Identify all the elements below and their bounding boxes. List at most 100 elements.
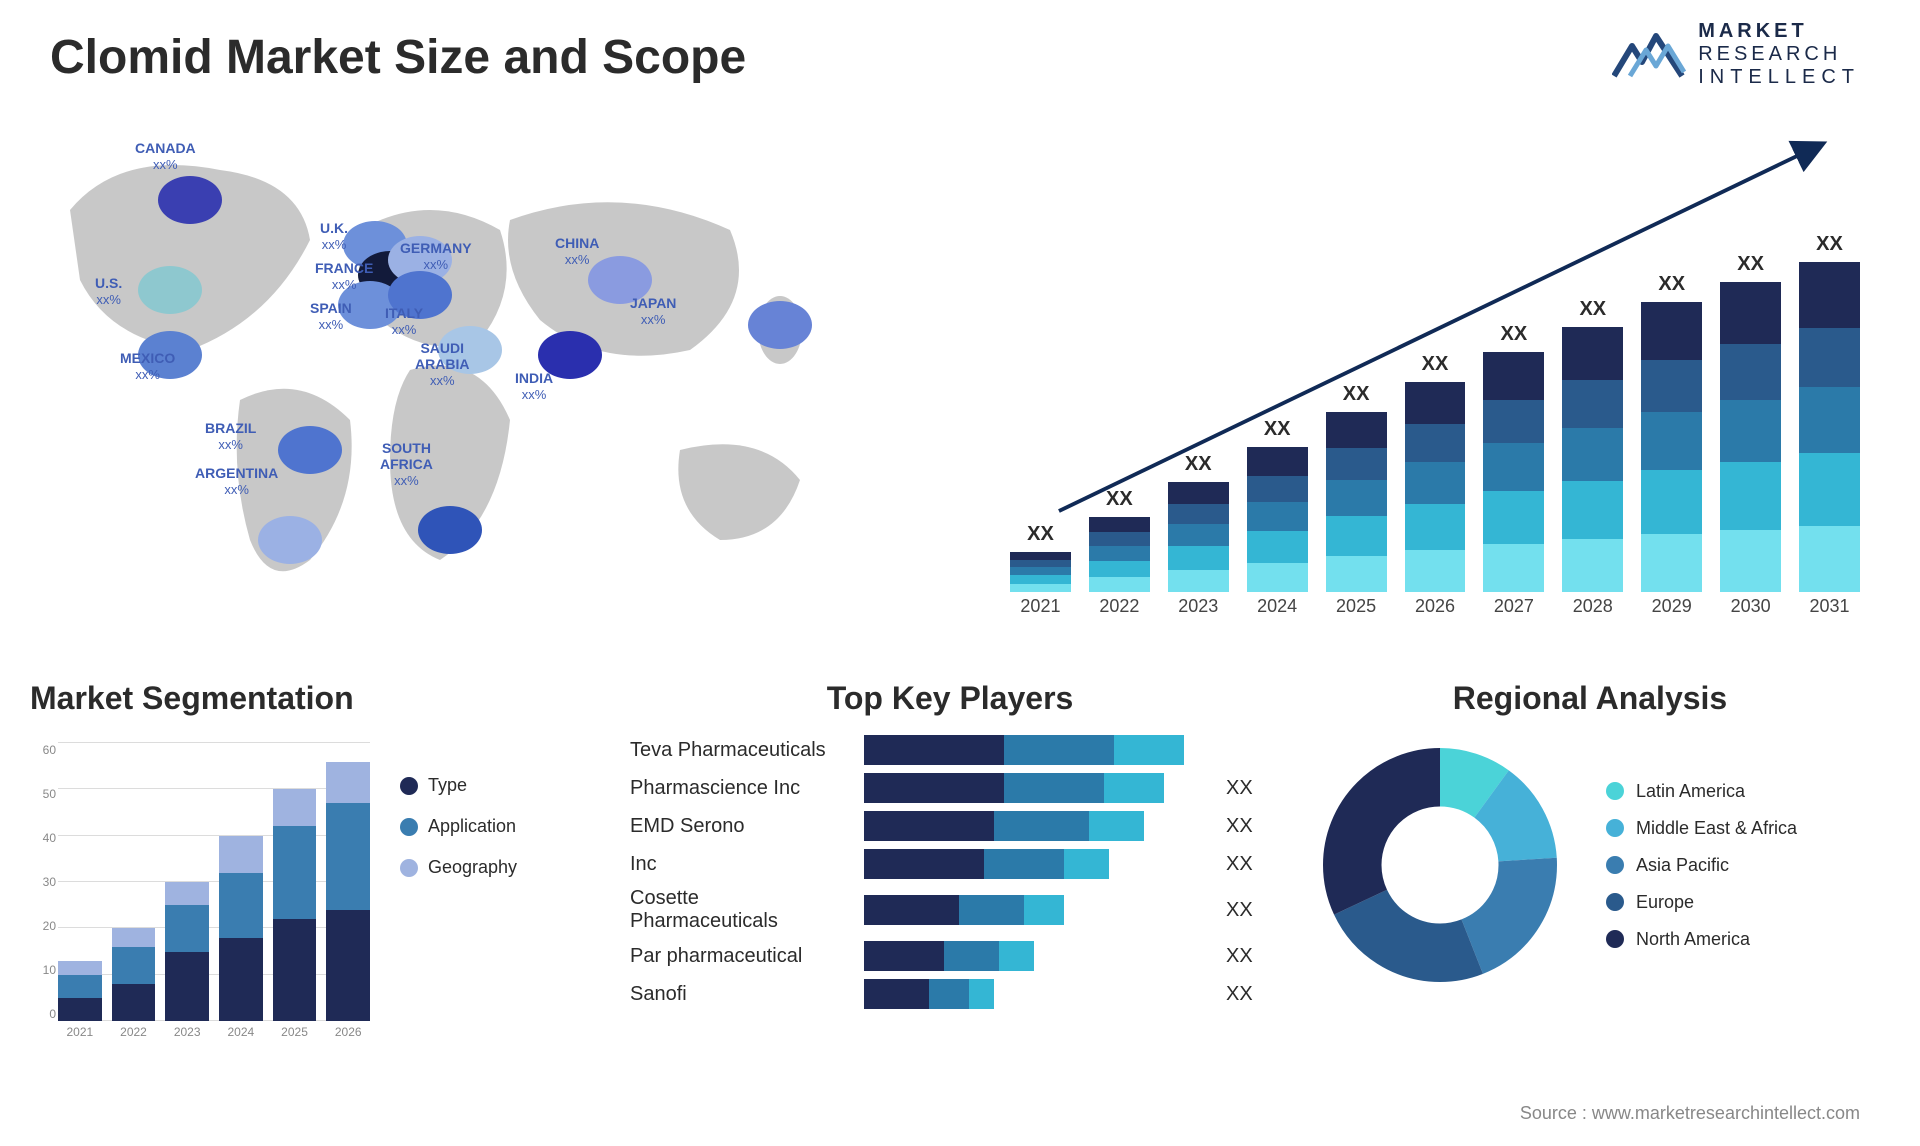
player-bar bbox=[864, 773, 1164, 803]
legend-swatch bbox=[1606, 819, 1624, 837]
growth-bar: XX bbox=[1405, 353, 1466, 592]
legend-label: Europe bbox=[1636, 892, 1694, 913]
map-region bbox=[418, 506, 482, 554]
segmentation-bar bbox=[165, 882, 209, 1021]
growth-xaxis-label: 2022 bbox=[1089, 596, 1150, 620]
regional-legend-item: Latin America bbox=[1606, 781, 1797, 802]
growth-bar-value: XX bbox=[1027, 523, 1054, 546]
player-bar bbox=[864, 979, 994, 1009]
growth-bar-value: XX bbox=[1737, 253, 1764, 276]
player-bar bbox=[864, 811, 1144, 841]
segmentation-bar bbox=[219, 836, 263, 1021]
segmentation-xaxis-label: 2023 bbox=[165, 1025, 209, 1045]
growth-bar-value: XX bbox=[1264, 418, 1291, 441]
growth-bar: XX bbox=[1326, 383, 1387, 592]
legend-swatch bbox=[1606, 782, 1624, 800]
segmentation-bar bbox=[58, 961, 102, 1021]
growth-bar: XX bbox=[1720, 253, 1781, 592]
page-title: Clomid Market Size and Scope bbox=[50, 30, 746, 85]
map-region bbox=[138, 266, 202, 314]
growth-bar: XX bbox=[1483, 323, 1544, 592]
legend-label: Middle East & Africa bbox=[1636, 818, 1797, 839]
map-region-label: SOUTHAFRICAxx% bbox=[380, 440, 433, 489]
legend-label: Geography bbox=[428, 857, 517, 878]
segmentation-bar bbox=[326, 762, 370, 1021]
regional-legend-item: Europe bbox=[1606, 892, 1797, 913]
growth-bar: XX bbox=[1247, 418, 1308, 592]
growth-bar-value: XX bbox=[1501, 323, 1528, 346]
growth-bar: XX bbox=[1089, 488, 1150, 592]
growth-xaxis-label: 2031 bbox=[1799, 596, 1860, 620]
player-name: Par pharmaceutical bbox=[630, 945, 850, 968]
regional-legend-item: North America bbox=[1606, 929, 1797, 950]
map-region-label: ITALYxx% bbox=[385, 305, 423, 338]
player-row: EMD Serono XX bbox=[630, 811, 1270, 841]
growth-xaxis-label: 2029 bbox=[1641, 596, 1702, 620]
world-map: CANADAxx% U.S.xx% MEXICOxx% BRAZILxx% ARGENT… bbox=[40, 120, 940, 640]
growth-xaxis-label: 2028 bbox=[1562, 596, 1623, 620]
regional-legend-item: Asia Pacific bbox=[1606, 855, 1797, 876]
regional-donut-chart bbox=[1310, 735, 1570, 995]
growth-bar: XX bbox=[1168, 453, 1229, 592]
logo-icon bbox=[1612, 26, 1686, 84]
growth-xaxis-label: 2027 bbox=[1483, 596, 1544, 620]
growth-bar-value: XX bbox=[1185, 453, 1212, 476]
growth-bar: XX bbox=[1641, 273, 1702, 592]
growth-bar-value: XX bbox=[1106, 488, 1133, 511]
logo-text-2: RESEARCH bbox=[1698, 43, 1860, 66]
regional-legend: Latin America Middle East & Africa Asia Pa… bbox=[1606, 781, 1797, 950]
brand-logo: MARKET RESEARCH INTELLECT bbox=[1612, 20, 1860, 89]
map-region-label: MEXICOxx% bbox=[120, 350, 175, 383]
legend-swatch bbox=[400, 859, 418, 877]
players-section: Top Key Players Teva Pharmaceuticals Phar… bbox=[630, 680, 1270, 1009]
segmentation-xaxis-label: 2024 bbox=[219, 1025, 263, 1045]
growth-xaxis-label: 2023 bbox=[1168, 596, 1229, 620]
map-region-label: INDIAxx% bbox=[515, 370, 553, 403]
player-name: Pharmascience Inc bbox=[630, 777, 850, 800]
segmentation-legend-item: Application bbox=[400, 816, 517, 837]
player-name: Teva Pharmaceuticals bbox=[630, 739, 850, 762]
regional-legend-item: Middle East & Africa bbox=[1606, 818, 1797, 839]
player-name: Sanofi bbox=[630, 983, 850, 1006]
players-title: Top Key Players bbox=[630, 680, 1270, 717]
segmentation-xaxis-label: 2021 bbox=[58, 1025, 102, 1045]
segmentation-bar bbox=[112, 928, 156, 1021]
legend-swatch bbox=[400, 818, 418, 836]
player-name: EMD Serono bbox=[630, 815, 850, 838]
growth-bar-value: XX bbox=[1422, 353, 1449, 376]
map-region-label: U.S.xx% bbox=[95, 275, 122, 308]
map-region bbox=[278, 426, 342, 474]
map-region-label: ARGENTINAxx% bbox=[195, 465, 278, 498]
player-value: XX bbox=[1226, 945, 1270, 968]
regional-section: Regional Analysis Latin AmericaMiddle Ea… bbox=[1310, 680, 1870, 995]
segmentation-title: Market Segmentation bbox=[30, 680, 590, 717]
segmentation-legend-item: Type bbox=[400, 775, 517, 796]
growth-bar-value: XX bbox=[1658, 273, 1685, 296]
player-value: XX bbox=[1226, 853, 1270, 876]
player-name: Inc bbox=[630, 853, 850, 876]
legend-label: North America bbox=[1636, 929, 1750, 950]
player-row: Inc XX bbox=[630, 849, 1270, 879]
logo-text-3: INTELLECT bbox=[1698, 66, 1860, 89]
segmentation-section: Market Segmentation 0102030405060 202120… bbox=[30, 680, 590, 1045]
player-bar bbox=[864, 735, 1184, 765]
player-value: XX bbox=[1226, 983, 1270, 1006]
growth-bar: XX bbox=[1010, 523, 1071, 592]
segmentation-xaxis-label: 2022 bbox=[112, 1025, 156, 1045]
player-bar bbox=[864, 895, 1064, 925]
player-value: XX bbox=[1226, 777, 1270, 800]
map-region-label: BRAZILxx% bbox=[205, 420, 256, 453]
legend-swatch bbox=[1606, 930, 1624, 948]
map-region-label: JAPANxx% bbox=[630, 295, 676, 328]
map-region bbox=[158, 176, 222, 224]
player-row: Par pharmaceutical XX bbox=[630, 941, 1270, 971]
growth-bar-value: XX bbox=[1579, 298, 1606, 321]
player-value: XX bbox=[1226, 815, 1270, 838]
growth-xaxis-label: 2025 bbox=[1326, 596, 1387, 620]
map-region-label: FRANCExx% bbox=[315, 260, 373, 293]
player-row: Sanofi XX bbox=[630, 979, 1270, 1009]
map-region-label: CANADAxx% bbox=[135, 140, 196, 173]
legend-swatch bbox=[1606, 893, 1624, 911]
legend-label: Latin America bbox=[1636, 781, 1745, 802]
logo-text-1: MARKET bbox=[1698, 20, 1860, 43]
